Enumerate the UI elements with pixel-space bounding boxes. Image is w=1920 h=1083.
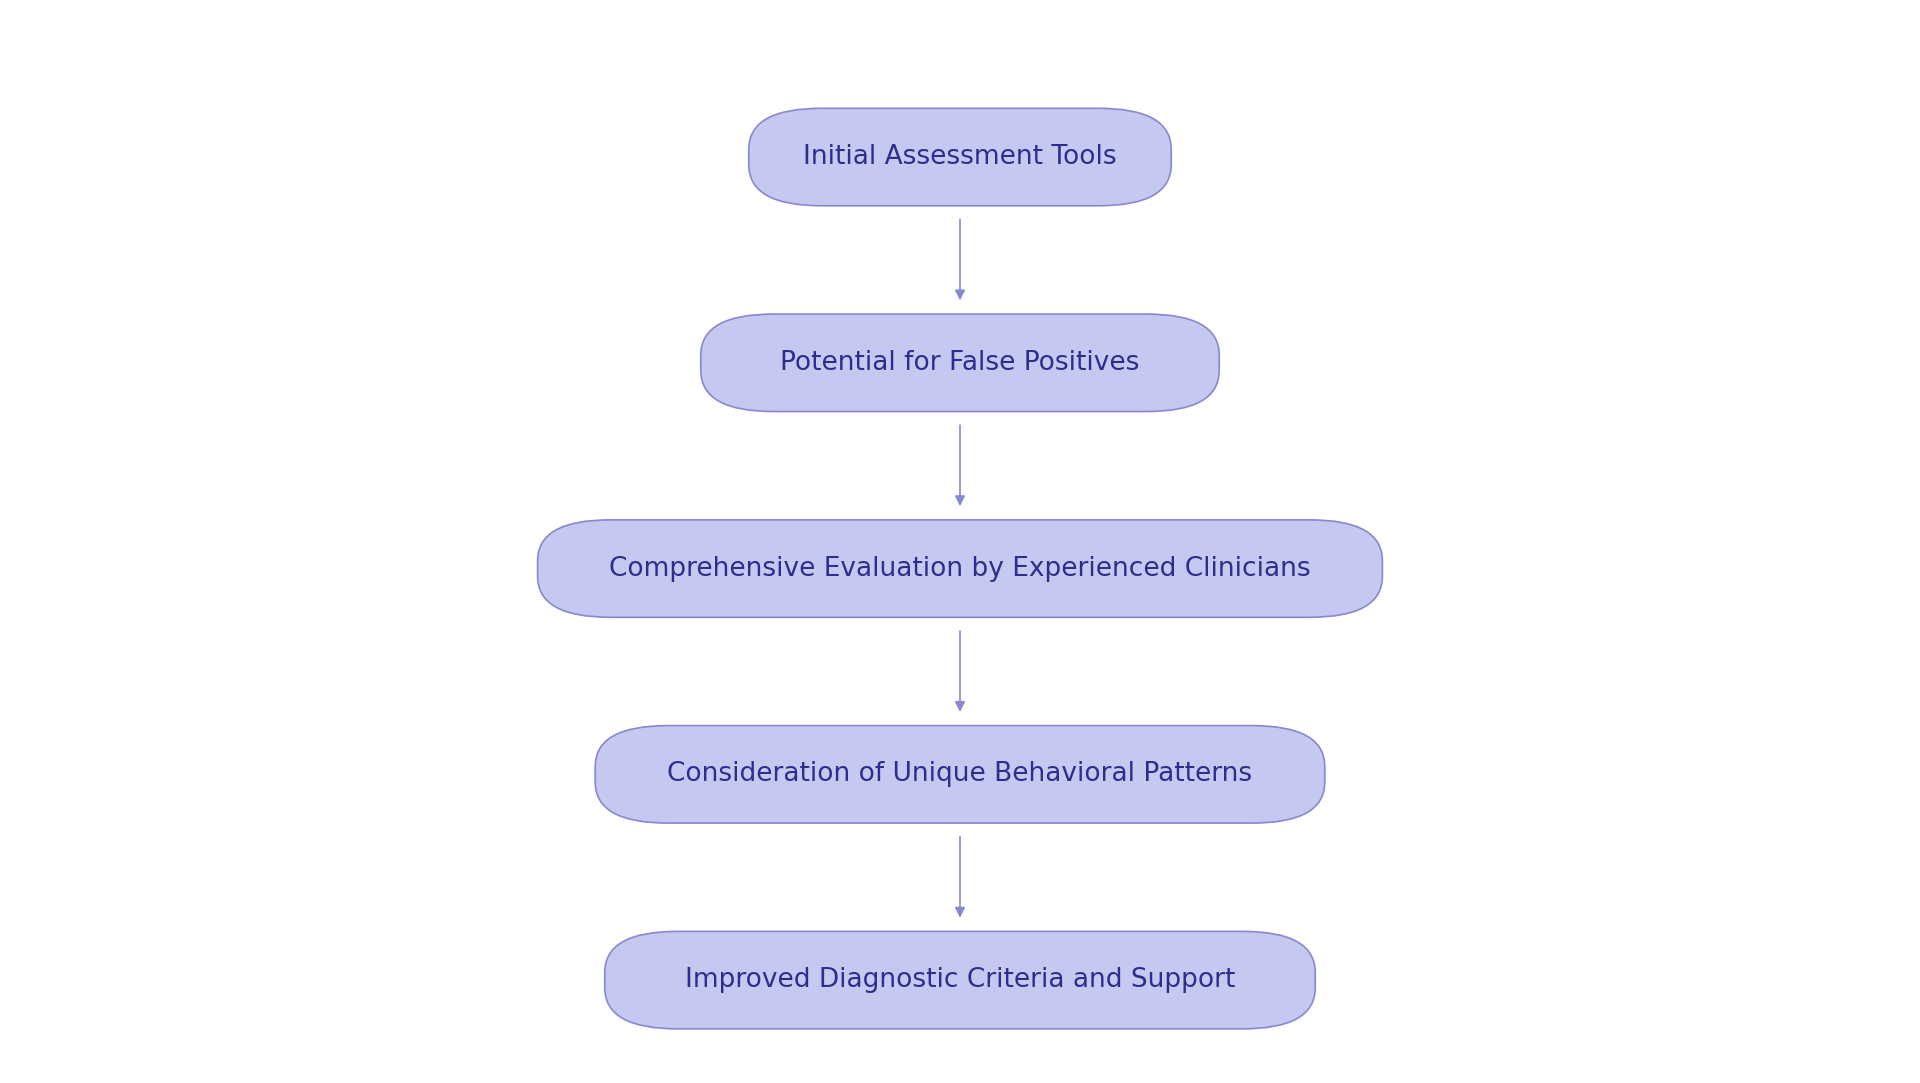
- FancyBboxPatch shape: [749, 108, 1171, 206]
- Text: Consideration of Unique Behavioral Patterns: Consideration of Unique Behavioral Patte…: [668, 761, 1252, 787]
- Text: Comprehensive Evaluation by Experienced Clinicians: Comprehensive Evaluation by Experienced …: [609, 556, 1311, 582]
- FancyBboxPatch shape: [538, 520, 1382, 617]
- FancyBboxPatch shape: [701, 314, 1219, 412]
- FancyBboxPatch shape: [595, 726, 1325, 823]
- Text: Improved Diagnostic Criteria and Support: Improved Diagnostic Criteria and Support: [685, 967, 1235, 993]
- Text: Potential for False Positives: Potential for False Positives: [780, 350, 1140, 376]
- FancyBboxPatch shape: [605, 931, 1315, 1029]
- Text: Initial Assessment Tools: Initial Assessment Tools: [803, 144, 1117, 170]
